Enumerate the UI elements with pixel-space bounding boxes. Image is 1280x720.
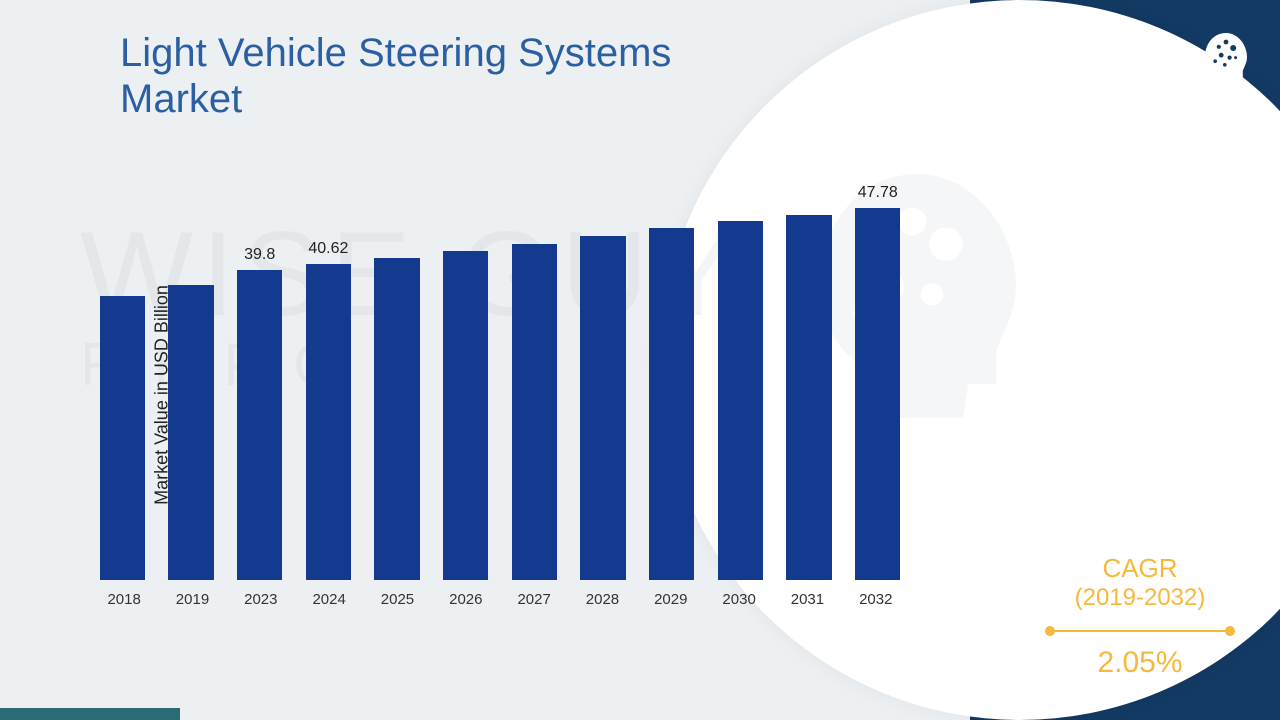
- x-tick-label: 2028: [568, 585, 636, 615]
- bar: [237, 270, 282, 580]
- bar: [512, 244, 557, 580]
- bottom-accent-bar: [0, 708, 180, 720]
- cagr-value: 2.05%: [1000, 646, 1280, 680]
- bar-wrap: 39.8: [227, 175, 292, 580]
- x-tick-label: 2019: [158, 585, 226, 615]
- bar-wrap: [159, 175, 224, 580]
- x-axis-labels: 2018201920232024202520262027202820292030…: [90, 585, 910, 615]
- bar-wrap: [708, 175, 773, 580]
- bar: [649, 228, 694, 580]
- x-tick-label: 2030: [705, 585, 773, 615]
- bar: [168, 285, 213, 580]
- bar: [374, 258, 419, 580]
- bar-wrap: [777, 175, 842, 580]
- bar-wrap: [90, 175, 155, 580]
- x-tick-label: 2023: [227, 585, 295, 615]
- bar-wrap: [433, 175, 498, 580]
- bar-wrap: 40.62: [296, 175, 361, 580]
- bar: [443, 251, 488, 580]
- cagr-label: CAGR: [1000, 553, 1280, 584]
- cagr-divider: [1050, 630, 1230, 632]
- bar-wrap: [639, 175, 704, 580]
- bar-value-label: 40.62: [308, 240, 348, 260]
- chart-title: Light Vehicle Steering Systems Market: [120, 30, 760, 122]
- bar-value-label: 47.78: [858, 184, 898, 204]
- bar-wrap: [502, 175, 567, 580]
- bar-wrap: 47.78: [845, 175, 910, 580]
- bar-chart: Market Value in USD Billion 39.840.6247.…: [40, 175, 910, 615]
- x-tick-label: 2024: [295, 585, 363, 615]
- x-tick-label: 2029: [637, 585, 705, 615]
- bar: [580, 236, 625, 580]
- logo-line1: WISE GUY: [994, 34, 1180, 72]
- bar: [786, 215, 831, 580]
- brand-logo: WISE GUY REPORTS: [994, 30, 1250, 109]
- cagr-period: (2019-2032): [1000, 584, 1280, 612]
- logo-head-icon: [1190, 30, 1250, 90]
- logo-line2: REPORTS: [994, 88, 1250, 109]
- x-tick-label: 2026: [432, 585, 500, 615]
- x-tick-label: 2018: [90, 585, 158, 615]
- x-tick-label: 2027: [500, 585, 568, 615]
- bar: [100, 296, 145, 580]
- bar: [306, 264, 351, 580]
- x-tick-label: 2032: [842, 585, 910, 615]
- bar: [855, 208, 900, 580]
- bar-wrap: [571, 175, 636, 580]
- bar: [718, 221, 763, 580]
- x-tick-label: 2031: [773, 585, 841, 615]
- bar-wrap: [365, 175, 430, 580]
- cagr-block: CAGR (2019-2032) 2.05%: [1000, 553, 1280, 680]
- bar-value-label: 39.8: [244, 246, 275, 266]
- plot-area: 39.8 40.62 47.78: [90, 175, 910, 580]
- x-tick-label: 2025: [363, 585, 431, 615]
